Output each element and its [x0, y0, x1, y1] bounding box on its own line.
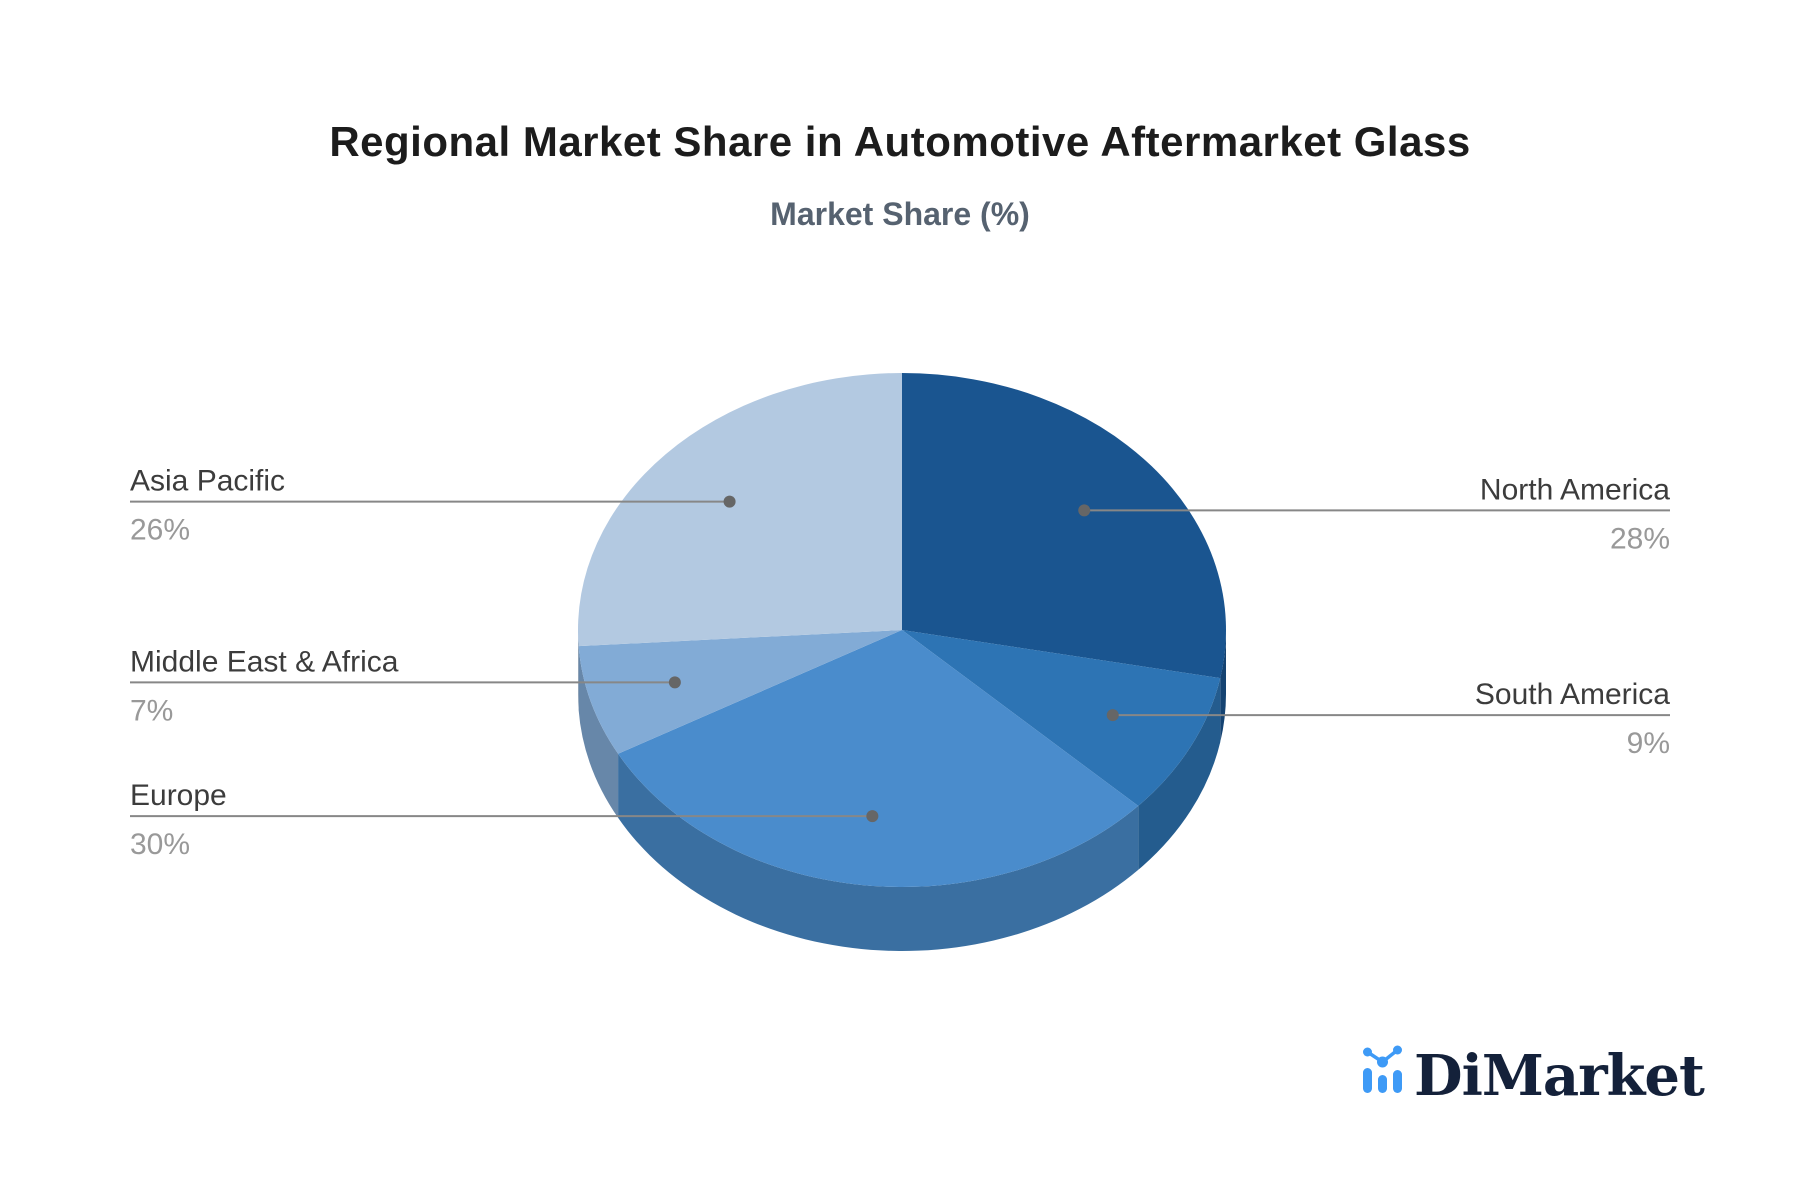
slice-label: Middle East & Africa	[130, 645, 399, 678]
pie-slice-middle-east-africa-side[interactable]	[578, 646, 619, 818]
dimarket-logo-text: DiMarket	[1414, 1043, 1705, 1109]
slice-value: 28%	[1610, 522, 1670, 555]
pie-slice-europe[interactable]	[618, 630, 1139, 887]
slice-value: 30%	[130, 828, 190, 861]
chart-subtitle: Market Share (%)	[770, 196, 1030, 232]
callout-dot	[866, 810, 879, 823]
dimarket-logo: DiMarket	[1360, 1040, 1705, 1120]
pie-slice-asia-pacific-side[interactable]	[578, 630, 579, 711]
slice-label: South America	[1475, 678, 1670, 711]
pie-slice-south-america-side[interactable]	[1138, 678, 1221, 870]
pie-slice-south-america[interactable]	[902, 630, 1221, 806]
pie-slice-europe-side[interactable]	[618, 753, 1139, 951]
slice-label: Europe	[130, 779, 227, 812]
callout-dot	[1106, 709, 1119, 722]
chart-title: Regional Market Share in Automotive Afte…	[329, 118, 1471, 165]
slice-value: 7%	[130, 694, 173, 727]
callout-europe: Europe 30%	[130, 779, 879, 861]
callout-asia-pacific: Asia Pacific 26%	[130, 465, 736, 547]
callout-dot	[668, 676, 681, 689]
bar-line-chart-icon	[1363, 1045, 1402, 1093]
pie-slice-asia-pacific[interactable]	[578, 373, 902, 647]
callout-dot	[1078, 504, 1091, 517]
pie-slice-north-america-side[interactable]	[1220, 630, 1226, 743]
slice-value: 9%	[1627, 727, 1670, 760]
callout-north-america: North America 28%	[1078, 473, 1670, 555]
slice-label: North America	[1480, 473, 1670, 506]
slice-value: 26%	[130, 514, 190, 547]
slice-label: Asia Pacific	[130, 465, 285, 498]
callout-middle-east-africa: Middle East & Africa 7%	[130, 645, 681, 727]
pie-slice-middle-east-africa[interactable]	[578, 630, 902, 754]
callout-south-america: South America 9%	[1106, 678, 1670, 760]
callout-dot	[723, 495, 736, 508]
pie-slice-north-america[interactable]	[902, 373, 1226, 679]
